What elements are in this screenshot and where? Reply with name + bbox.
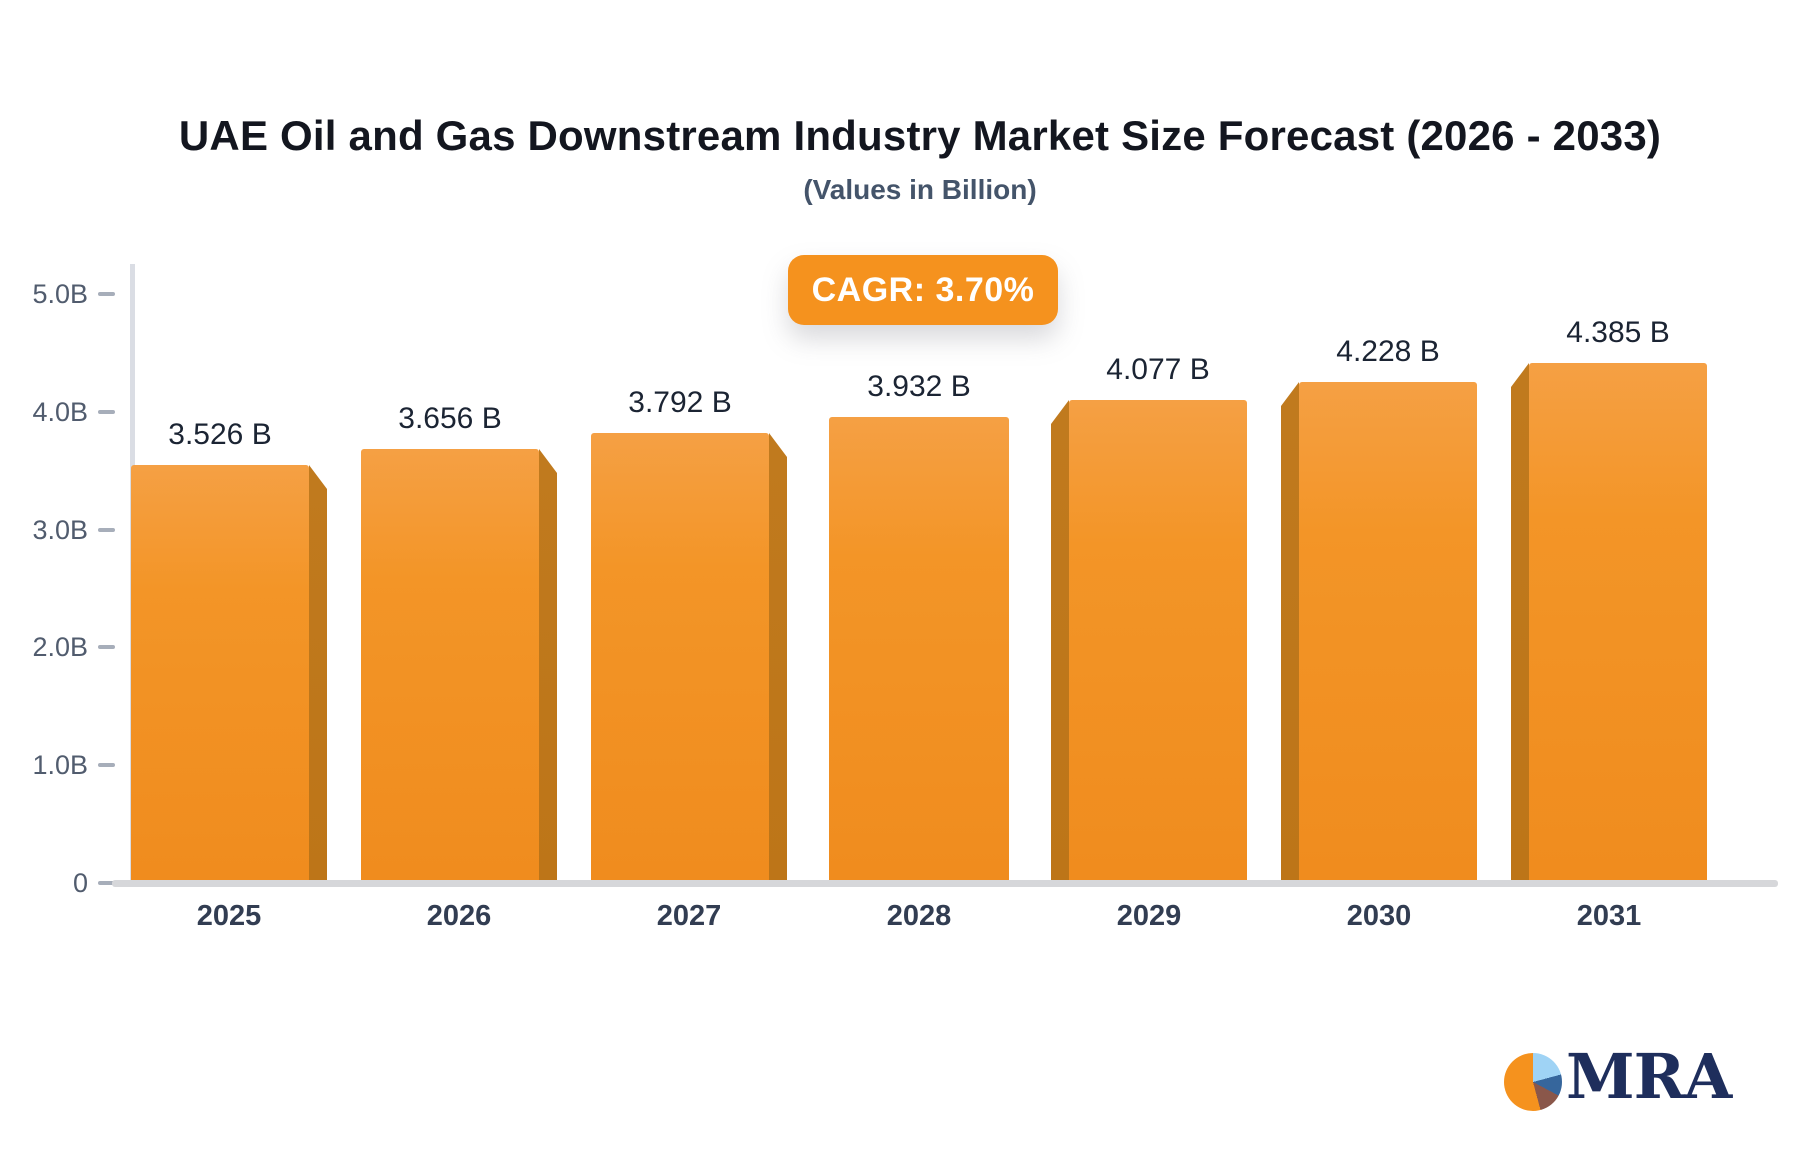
x-tick-label: 2027 (656, 900, 722, 932)
y-tick-label: 0 (72, 868, 88, 898)
chart-title: UAE Oil and Gas Downstream Industry Mark… (178, 112, 1662, 159)
bar-side-face (1511, 363, 1529, 880)
bar-value-label: 4.228 B (1336, 335, 1440, 368)
bar-face (1069, 400, 1247, 880)
y-tick-label: 5.0B (32, 279, 88, 309)
chart-subtitle: (Values in Billion) (803, 174, 1037, 205)
bar-value-label: 3.656 B (398, 402, 502, 435)
bar-face (361, 449, 539, 880)
x-tick-label: 2028 (886, 900, 952, 932)
y-tick-dash (98, 292, 115, 296)
x-tick-label: 2029 (1116, 900, 1182, 932)
bar-face (1299, 382, 1477, 880)
x-tick-label: 2026 (426, 900, 492, 932)
x-axis-baseline (112, 880, 1778, 887)
y-tick-label: 3.0B (32, 514, 88, 545)
pie-chart-icon (1504, 1052, 1562, 1111)
y-tick-label: 2.0B (32, 632, 88, 663)
bar-value-label: 3.792 B (628, 386, 732, 419)
y-tick-dash (98, 409, 115, 414)
bar-face (829, 417, 1009, 880)
y-tick-dash (98, 527, 115, 532)
bar-side-face (769, 433, 787, 880)
brand-logo-text: MRA (1566, 1040, 1732, 1113)
bar-side-face (309, 465, 327, 880)
y-tick-dash (98, 881, 115, 885)
brand-logo: MRA (1504, 1040, 1732, 1113)
y-tick-dash (98, 763, 115, 768)
x-tick-label: 2025 (196, 900, 262, 932)
bar-value-label: 4.077 B (1106, 353, 1210, 386)
bar-side-face (539, 449, 557, 880)
bar-value-label: 3.526 B (168, 418, 272, 451)
bar-face (131, 465, 309, 880)
bar-value-label: 4.385 B (1566, 316, 1670, 349)
bar-face (591, 433, 769, 880)
y-tick-label: 1.0B (32, 750, 88, 781)
bar-face (1529, 363, 1707, 880)
x-tick-label: 2030 (1346, 900, 1412, 932)
y-tick-dash (98, 645, 115, 650)
y-tick-label: 4.0B (32, 396, 88, 427)
bar-side-face (1281, 382, 1299, 880)
bar-side-face (1051, 400, 1069, 880)
x-tick-label: 2031 (1576, 900, 1642, 932)
cagr-badge-label: CAGR: 3.70% (811, 270, 1035, 309)
bar-value-label: 3.932 B (867, 370, 971, 403)
cagr-badge: CAGR: 3.70% (788, 255, 1058, 325)
